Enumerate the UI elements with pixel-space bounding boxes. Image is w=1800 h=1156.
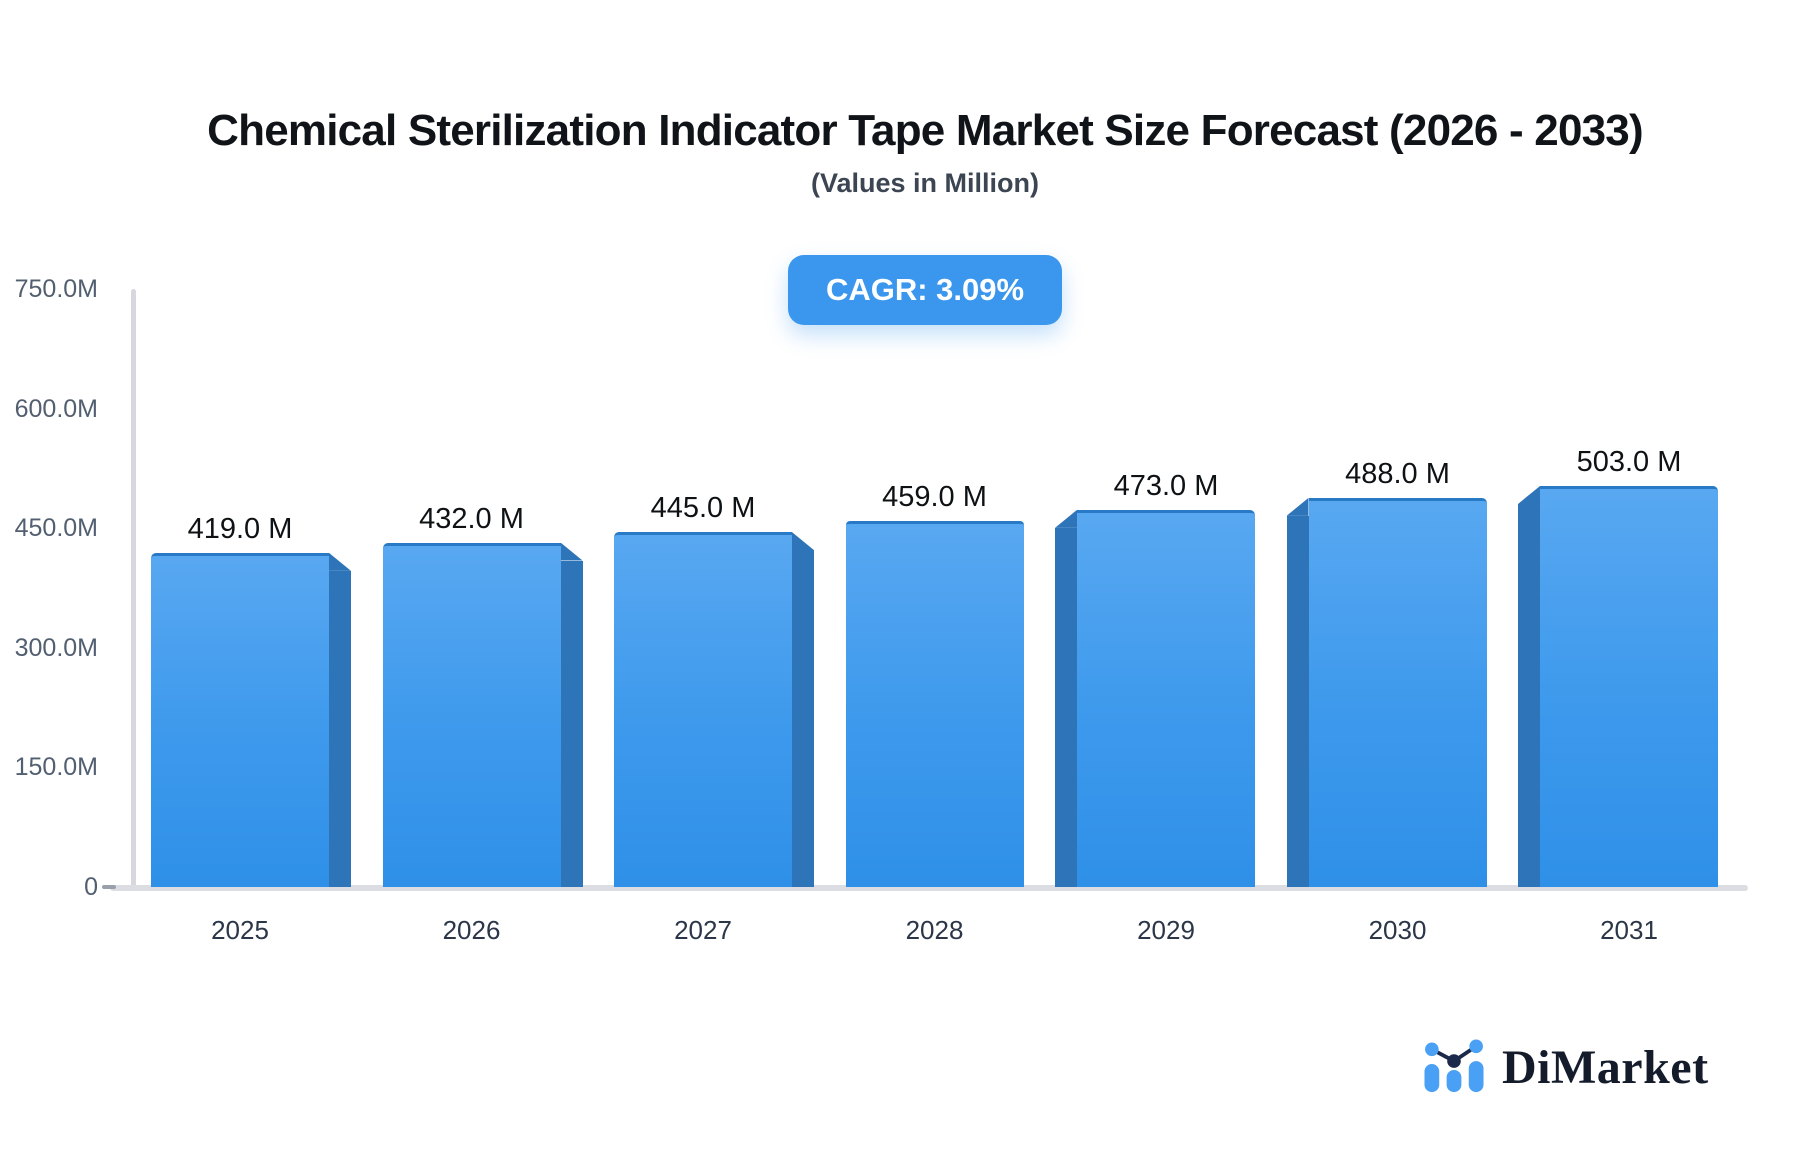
bar-value-label: 419.0 M xyxy=(187,512,293,545)
y-axis-line xyxy=(131,289,136,887)
page-subtitle: (Values in Million) xyxy=(810,168,1040,198)
bar-top-bevel xyxy=(329,552,351,571)
bar-value-label: 445.0 M xyxy=(650,492,756,525)
x-axis-label: 2026 xyxy=(442,915,501,945)
y-axis-tick-label: 300.0M xyxy=(14,633,98,662)
x-axis-label: 2031 xyxy=(1600,915,1658,945)
bar-top-bevel xyxy=(792,532,814,551)
bar-side-face xyxy=(329,570,351,887)
bar-side-face xyxy=(1055,527,1077,887)
bar-value-label: 459.0 M xyxy=(882,481,987,514)
bar[interactable] xyxy=(1540,485,1718,887)
bar[interactable] xyxy=(845,521,1024,887)
bar-top-bevel xyxy=(1055,509,1077,528)
bar-side-face xyxy=(792,550,814,887)
bar-top-bevel xyxy=(1286,497,1309,516)
bar-value-label: 488.0 M xyxy=(1345,457,1450,490)
bar-top-bevel xyxy=(1518,485,1540,504)
y-axis-tick-label: 450.0M xyxy=(14,514,98,543)
bar-top-bevel xyxy=(560,542,583,561)
bar-side-face xyxy=(1518,503,1540,887)
y-axis-tick-label: 600.0M xyxy=(14,394,98,423)
bar[interactable] xyxy=(614,532,792,887)
page-title: Chemical Sterilization Indicator Tape Ma… xyxy=(207,106,1643,155)
x-axis-line xyxy=(110,885,1748,891)
bar[interactable] xyxy=(1077,509,1255,887)
x-axis-label: 2028 xyxy=(905,915,964,945)
bar-value-label: 432.0 M xyxy=(419,502,524,535)
y-axis-tick-label: 150.0M xyxy=(14,753,98,782)
bar[interactable] xyxy=(1308,497,1487,887)
bar[interactable] xyxy=(382,542,561,887)
x-axis-label: 2027 xyxy=(674,915,732,945)
y-axis-tick-mark xyxy=(102,885,116,889)
x-axis-label: 2025 xyxy=(211,915,269,945)
bar-value-label: 473.0 M xyxy=(1113,469,1219,502)
x-axis-label: 2030 xyxy=(1368,915,1427,945)
bar-side-face xyxy=(1286,515,1309,887)
y-axis-tick-label: 750.0M xyxy=(14,275,98,303)
bar-side-face xyxy=(560,560,583,887)
x-axis-label: 2029 xyxy=(1137,915,1195,945)
y-axis-tick-label: 0 xyxy=(84,873,98,901)
bar-value-label: 503.0 M xyxy=(1576,445,1682,478)
brand-logo: DiMarket xyxy=(1418,1030,1709,1104)
cagr-badge: CAGR: 3.09% xyxy=(788,255,1062,325)
brand-name: DiMarket xyxy=(1502,1040,1709,1094)
bar-chart-icon xyxy=(1424,1039,1484,1093)
bar[interactable] xyxy=(151,552,329,887)
